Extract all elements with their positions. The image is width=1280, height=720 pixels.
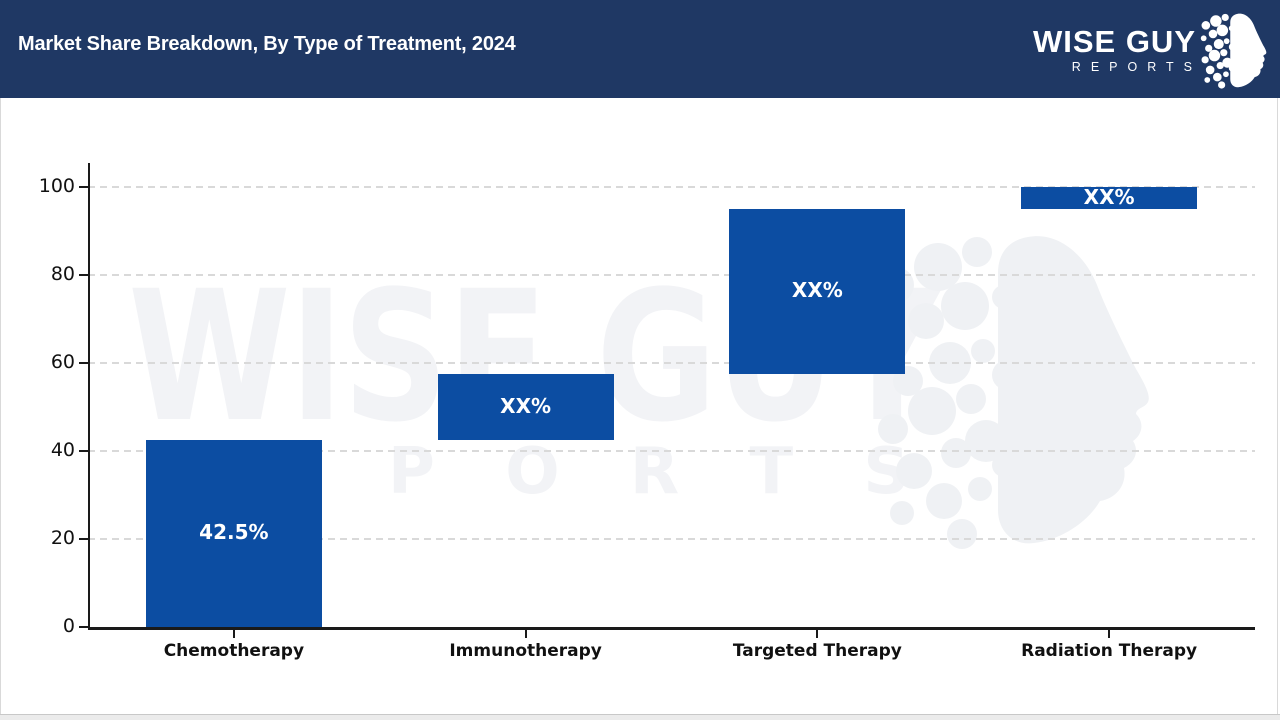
logo-name-text: WISE GUY [1032,24,1196,59]
footer-divider [0,714,1280,715]
y-axis-tick-0 [79,625,88,628]
dotted-head-icon [1200,11,1272,90]
y-axis-line [88,163,90,630]
logo-tagline-text: REPORTS [1071,60,1202,74]
brand-logo: WISE GUY REPORTS [1008,8,1268,92]
left-hairline [0,98,1,715]
x-axis-tick-1 [524,629,527,638]
x-tick-label-0: Chemotherapy [163,640,305,661]
x-tick-label-3: Radiation Therapy [1021,640,1198,661]
x-tick-label-1: Immunotherapy [449,640,602,661]
y-axis-tick-80 [79,273,88,276]
y-axis-tick-100 [79,185,88,188]
gridline-80 [88,273,1255,276]
y-tick-label-0: 0 [62,614,75,637]
y-tick-label-100: 100 [38,174,75,197]
x-axis-tick-2 [816,629,819,638]
bar-value-label: XX% [1083,184,1135,209]
gridline-60 [88,361,1255,364]
waterfall-chart: 0 20 40 60 80 100 42.5% Chemotherapy XX% Immunoth… [0,98,1280,714]
y-tick-label-60: 60 [50,350,75,373]
bar-immunotherapy: XX% [437,373,614,440]
y-axis-tick-20 [79,537,88,540]
x-axis-tick-0 [232,629,235,638]
right-hairline [1277,98,1278,715]
gridline-20 [88,537,1255,540]
y-tick-label-80: 80 [50,262,75,285]
gridline-40 [88,449,1255,452]
y-axis-tick-40 [79,449,88,452]
header-bar: Market Share Breakdown, By Type of Treat… [0,0,1280,98]
bar-chemotherapy: 42.5% [145,439,322,627]
dotted-head-watermark-icon [872,212,1172,568]
bar-radiation-therapy: XX% [1021,184,1198,209]
bar-targeted-therapy: XX% [729,208,906,374]
x-axis-tick-3 [1108,629,1111,638]
gridline-100 [88,185,1255,188]
y-axis-tick-60 [79,361,88,364]
page-title: Market Share Breakdown, By Type of Treat… [18,33,516,55]
x-tick-label-2: Targeted Therapy [732,640,902,661]
bar-value-label: XX% [500,393,552,418]
y-tick-label-20: 20 [50,526,75,549]
y-tick-label-40: 40 [50,438,75,461]
bar-value-label: 42.5% [199,520,269,544]
x-axis-line [88,626,1255,630]
bar-value-label: XX% [791,278,843,302]
footer-strip [0,715,1280,720]
